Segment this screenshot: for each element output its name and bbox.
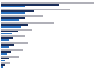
Bar — [1, 22, 54, 24]
Bar — [1, 58, 9, 59]
Bar — [1, 37, 13, 39]
Bar — [1, 39, 9, 41]
Bar — [1, 51, 11, 53]
Bar — [1, 62, 10, 64]
Bar — [1, 53, 7, 55]
Bar — [1, 42, 28, 44]
Bar — [1, 29, 32, 31]
Bar — [1, 2, 94, 4]
Bar — [1, 19, 19, 21]
Bar — [1, 49, 23, 51]
Bar — [1, 46, 9, 48]
Bar — [1, 15, 43, 17]
Bar — [1, 44, 14, 46]
Bar — [1, 31, 18, 32]
Bar — [1, 9, 70, 10]
Bar — [1, 56, 19, 58]
Bar — [1, 64, 5, 66]
Bar — [1, 66, 3, 68]
Bar — [1, 36, 25, 37]
Bar — [1, 60, 5, 61]
Bar — [1, 33, 12, 34]
Bar — [1, 17, 25, 19]
Bar — [1, 10, 34, 12]
Bar — [1, 12, 25, 14]
Bar — [1, 4, 59, 5]
Bar — [1, 6, 25, 7]
Bar — [1, 24, 28, 26]
Bar — [1, 26, 21, 28]
